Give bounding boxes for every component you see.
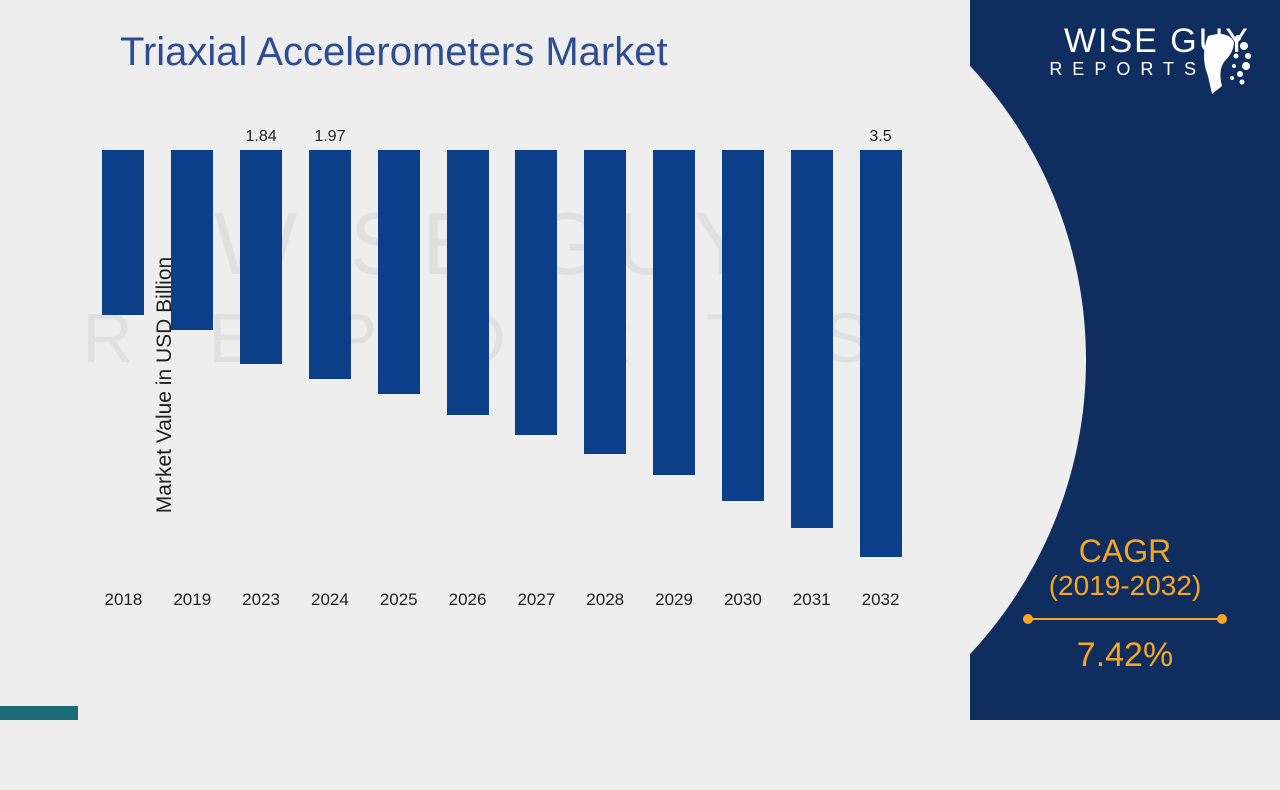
cagr-period: (2019-2032) (1010, 570, 1240, 602)
x-tick-label: 2032 (846, 590, 915, 610)
logo-text-line2: REPORTS (1049, 59, 1206, 80)
bar-group (89, 150, 158, 580)
bar-group (571, 150, 640, 580)
bar (171, 150, 213, 330)
x-tick-label: 2023 (227, 590, 296, 610)
x-axis-labels: 2018201920232024202520262027202820292030… (89, 590, 915, 610)
bar-group (502, 150, 571, 580)
x-tick-label: 2025 (364, 590, 433, 610)
x-tick-label: 2024 (295, 590, 364, 610)
x-tick-label: 2027 (502, 590, 571, 610)
bar (653, 150, 695, 475)
plot-area: 1.84 1.97 3.5 (89, 150, 915, 580)
bar-group (433, 150, 502, 580)
bar (791, 150, 833, 528)
brand-logo: WISE GUY REPORTS (1049, 22, 1250, 80)
bar (378, 150, 420, 394)
cagr-title: CAGR (1010, 533, 1240, 570)
bar-value-label: 1.84 (245, 128, 276, 146)
x-tick-label: 2031 (777, 590, 846, 610)
bar (102, 150, 144, 315)
bar (447, 150, 489, 415)
x-tick-label: 2028 (571, 590, 640, 610)
bar-group: 3.5 (846, 150, 915, 580)
x-tick-label: 2026 (433, 590, 502, 610)
page-title: Triaxial Accelerometers Market (120, 30, 668, 75)
bar (515, 150, 557, 435)
bar-group (158, 150, 227, 580)
bar-group: 1.97 (295, 150, 364, 580)
x-tick-label: 2029 (640, 590, 709, 610)
logo-head-icon (1198, 26, 1256, 98)
bottom-accent-bar (0, 706, 78, 720)
bar (722, 150, 764, 501)
bar-value-label: 3.5 (869, 128, 891, 146)
cagr-divider (1028, 618, 1222, 620)
bar-group (777, 150, 846, 580)
bar: 1.97 (309, 150, 351, 379)
bar: 1.84 (240, 150, 282, 364)
x-tick-label: 2030 (708, 590, 777, 610)
bar-chart: Market Value in USD Billion 1.841.973.5 … (45, 150, 915, 620)
cagr-value: 7.42% (1010, 636, 1240, 675)
bar-group (640, 150, 709, 580)
x-tick-label: 2018 (89, 590, 158, 610)
bar-group (364, 150, 433, 580)
bar-value-label: 1.97 (314, 128, 345, 146)
bar (584, 150, 626, 454)
bar-group (708, 150, 777, 580)
bar-group: 1.84 (227, 150, 296, 580)
x-tick-label: 2019 (158, 590, 227, 610)
bar: 3.5 (860, 150, 902, 557)
cagr-block: CAGR (2019-2032) 7.42% (1010, 533, 1240, 675)
